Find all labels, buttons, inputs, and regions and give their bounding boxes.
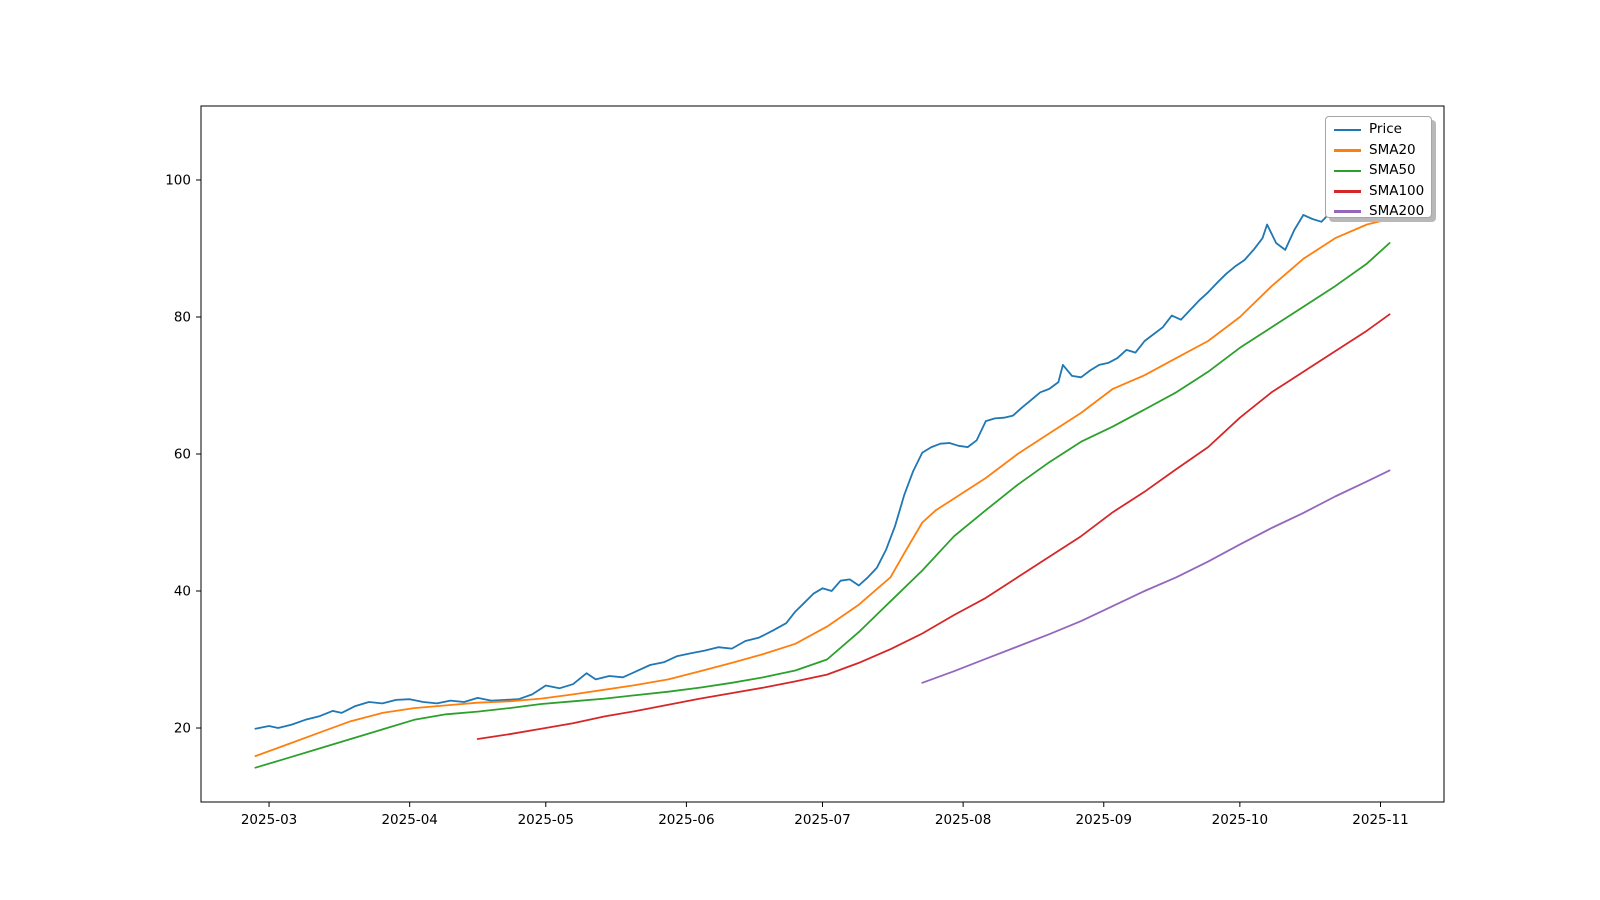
legend-label: SMA20 xyxy=(1369,141,1416,158)
series-line-sma20 xyxy=(254,218,1391,757)
legend-label: SMA50 xyxy=(1369,162,1416,179)
plot-area-border xyxy=(200,105,1445,803)
legend-item-price: Price xyxy=(1334,120,1423,140)
y-tick-label: 40 xyxy=(174,584,191,600)
x-tick-label: 2025-03 xyxy=(241,812,297,828)
legend-swatch-price xyxy=(1334,128,1361,132)
y-tick-label: 60 xyxy=(174,447,191,463)
legend-swatch-sma20 xyxy=(1334,149,1361,152)
legend-item-sma20: SMA20 xyxy=(1334,140,1423,160)
axis-ticks: 2025-03 2025-04 2025-05 2025-06 2025-07 2025-… xyxy=(165,172,1408,828)
legend-label: SMA100 xyxy=(1369,182,1425,199)
series-line-sma50 xyxy=(254,242,1391,769)
legend-item-sma50: SMA50 xyxy=(1334,161,1423,181)
legend-swatch-sma100 xyxy=(1334,190,1361,193)
legend-swatch-sma50 xyxy=(1334,169,1361,173)
y-tick-label: 80 xyxy=(174,309,191,325)
legend-item-sma100: SMA100 xyxy=(1334,181,1425,201)
legend: Price SMA20 SMA50 SMA100 SMA200 xyxy=(1325,116,1432,218)
series-line-price xyxy=(254,207,1391,730)
legend-label: Price xyxy=(1369,121,1402,138)
legend-swatch-sma200 xyxy=(1334,210,1361,214)
y-tick-label: 100 xyxy=(165,172,191,188)
x-tick-label: 2025-08 xyxy=(935,812,991,828)
x-tick-label: 2025-04 xyxy=(381,812,437,828)
x-tick-label: 2025-06 xyxy=(658,812,714,828)
series-line-sma200 xyxy=(921,469,1391,684)
series-line-sma100 xyxy=(476,313,1391,740)
x-tick-label: 2025-07 xyxy=(794,812,850,828)
legend-label: SMA200 xyxy=(1369,203,1425,219)
legend-item-sma200: SMA200 xyxy=(1334,202,1425,222)
series-group xyxy=(254,207,1391,769)
x-tick-label: 2025-11 xyxy=(1352,812,1408,828)
x-tick-label: 2025-09 xyxy=(1076,812,1132,828)
x-tick-label: 2025-10 xyxy=(1212,812,1268,828)
x-tick-label: 2025-05 xyxy=(518,812,574,828)
y-tick-label: 20 xyxy=(174,721,191,737)
